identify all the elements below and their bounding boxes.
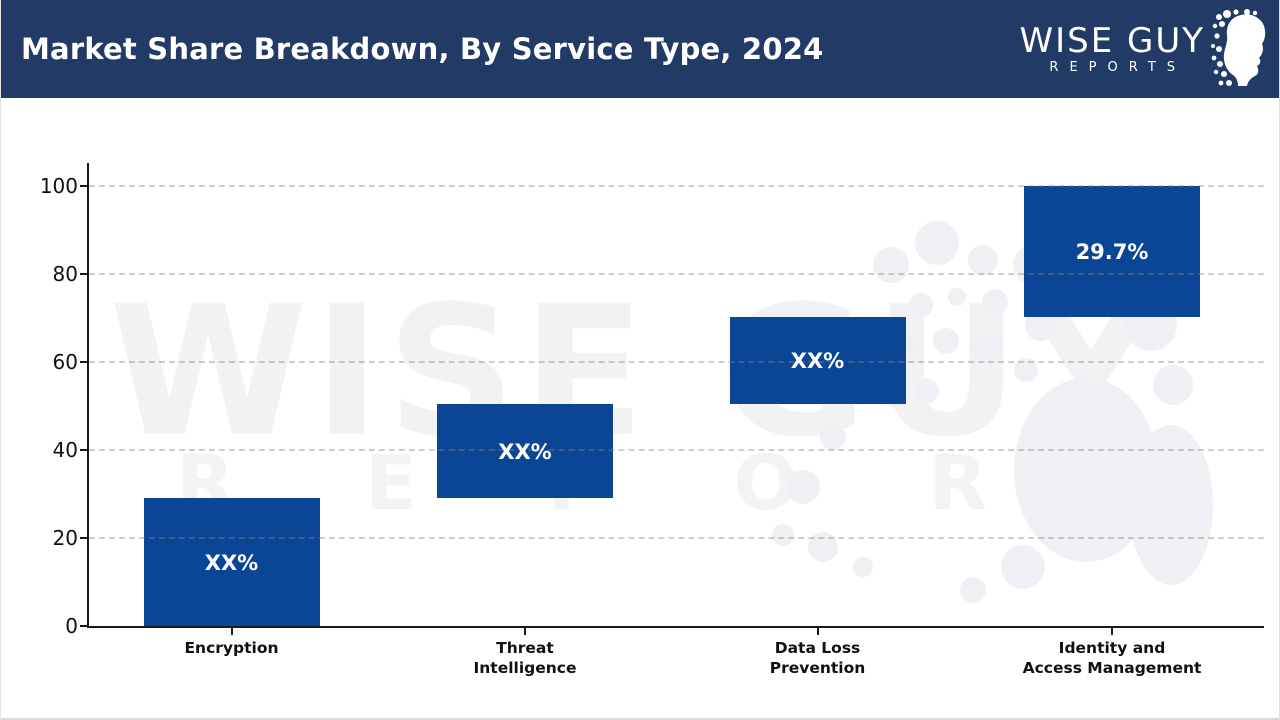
gridline-100 xyxy=(89,185,1264,187)
y-tick-mark xyxy=(80,361,89,363)
bar-identity-and-access-management xyxy=(1024,186,1200,317)
y-tick-label: 40 xyxy=(52,438,78,462)
watermark-brand-text: WISE GUY xyxy=(109,268,1163,477)
bar-value-label: XX% xyxy=(790,349,845,374)
logo-face-icon xyxy=(1211,9,1266,86)
x-category-label-line: Prevention xyxy=(769,659,866,677)
bar-value-label: XX% xyxy=(204,551,259,576)
x-tick-mark xyxy=(816,627,819,635)
wise-guy-reports-logo: WISE GUY REPORTS xyxy=(1019,9,1279,89)
x-category-label-line: Identity and xyxy=(1058,639,1166,657)
y-tick-mark xyxy=(80,185,89,187)
x-tick-mark xyxy=(1111,627,1113,635)
logo-reports-text: REPORTS xyxy=(1049,59,1187,75)
chart-title: Market Share Breakdown, By Service Type,… xyxy=(21,32,824,66)
y-tick-mark xyxy=(80,449,89,451)
y-tick-label: 80 xyxy=(52,262,78,286)
y-tick-label: 100 xyxy=(39,174,78,198)
y-tick-mark xyxy=(80,625,89,627)
x-tick-mark xyxy=(524,627,526,635)
gridline-40 xyxy=(89,449,1264,451)
gridline-60 xyxy=(89,361,1264,363)
logo-brand-text: WISE GUY xyxy=(1019,20,1205,61)
y-tick-mark xyxy=(80,273,89,275)
y-tick-mark xyxy=(80,537,89,539)
bar-data-loss-prevention xyxy=(729,316,906,404)
x-category-label-line: Intelligence xyxy=(473,659,577,677)
header-bar: Market Share Breakdown, By Service Type,… xyxy=(1,0,1279,98)
y-axis-spine xyxy=(87,163,89,628)
logo-text: WISE GUY REPORTS xyxy=(1019,24,1205,75)
y-tick-label: 20 xyxy=(52,526,78,550)
x-category-label-line: Threat xyxy=(496,639,554,657)
x-tick-mark xyxy=(230,627,233,635)
x-category-label-line: Data Loss xyxy=(774,639,861,657)
y-tick-label: 0 xyxy=(65,614,78,638)
bar-encryption xyxy=(143,498,320,626)
y-tick-label: 60 xyxy=(52,350,78,374)
x-category-label: Identity and Access Management xyxy=(982,638,1242,678)
x-category-label: Threat Intelligence xyxy=(395,638,655,678)
x-category-label: Encryption xyxy=(102,638,362,658)
x-category-label: Data Loss Prevention xyxy=(688,638,948,678)
x-category-label-line: Access Management xyxy=(1022,659,1202,677)
bar-value-label: 29.7% xyxy=(1075,240,1149,265)
gridline-20 xyxy=(89,537,1264,539)
x-category-label-line: Encryption xyxy=(184,639,279,657)
x-axis-spine xyxy=(87,626,1264,628)
gridline-80 xyxy=(89,273,1264,275)
bar-threat-intelligence xyxy=(437,403,613,499)
bar-value-label: XX% xyxy=(498,440,552,465)
